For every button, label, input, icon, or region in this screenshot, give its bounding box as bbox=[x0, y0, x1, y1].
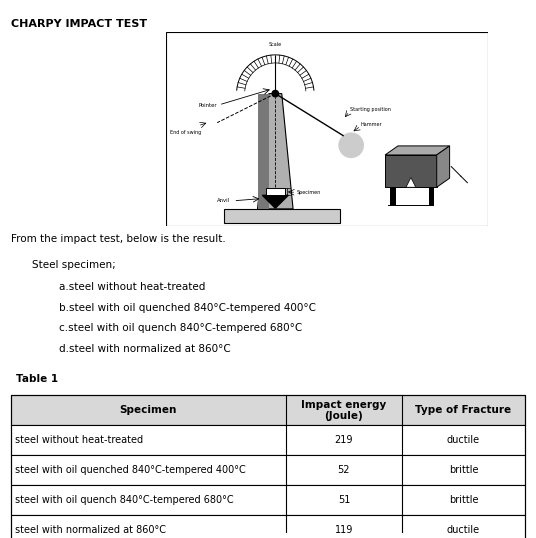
Text: a.steel without heat-treated: a.steel without heat-treated bbox=[59, 282, 205, 293]
Polygon shape bbox=[258, 94, 293, 209]
Text: brittle: brittle bbox=[449, 495, 478, 505]
Polygon shape bbox=[385, 155, 437, 187]
Polygon shape bbox=[406, 178, 416, 187]
Text: steel with normalized at 860°C: steel with normalized at 860°C bbox=[15, 525, 166, 535]
Text: steel with oil quench 840°C-tempered 680°C: steel with oil quench 840°C-tempered 680… bbox=[15, 495, 234, 505]
Bar bbox=[11, 515, 525, 538]
Text: Anvil: Anvil bbox=[217, 198, 230, 203]
Circle shape bbox=[199, 122, 219, 143]
Text: steel with oil quenched 840°C-tempered 400°C: steel with oil quenched 840°C-tempered 4… bbox=[15, 465, 245, 475]
Text: Impact energy
(Joule): Impact energy (Joule) bbox=[301, 400, 386, 421]
Polygon shape bbox=[385, 146, 450, 155]
Polygon shape bbox=[437, 146, 450, 187]
Text: 219: 219 bbox=[334, 435, 353, 445]
Text: Starting position: Starting position bbox=[349, 108, 390, 112]
Text: b.steel with oil quenched 840°C-tempered 400°C: b.steel with oil quenched 840°C-tempered… bbox=[59, 303, 316, 313]
Text: Hammer: Hammer bbox=[361, 122, 383, 127]
Text: c.steel with oil quench 840°C-tempered 680°C: c.steel with oil quench 840°C-tempered 6… bbox=[59, 323, 302, 334]
Text: Type of Fracture: Type of Fracture bbox=[415, 405, 511, 415]
Text: From the impact test, below is the result.: From the impact test, below is the resul… bbox=[11, 234, 226, 244]
Text: Specimen: Specimen bbox=[120, 405, 177, 415]
Text: Table 1: Table 1 bbox=[16, 373, 58, 384]
Text: CHARPY IMPACT TEST: CHARPY IMPACT TEST bbox=[11, 19, 147, 29]
Text: Scale: Scale bbox=[269, 42, 282, 47]
Text: ductile: ductile bbox=[447, 525, 480, 535]
Text: 119: 119 bbox=[334, 525, 353, 535]
Polygon shape bbox=[258, 94, 269, 209]
Circle shape bbox=[339, 133, 363, 158]
Polygon shape bbox=[263, 195, 288, 208]
Text: steel without heat-treated: steel without heat-treated bbox=[15, 435, 143, 445]
Bar bbox=[266, 188, 285, 195]
Text: Pointer: Pointer bbox=[198, 103, 217, 108]
Text: Steel specimen;: Steel specimen; bbox=[32, 260, 116, 270]
Bar bbox=[11, 485, 525, 515]
Text: 52: 52 bbox=[338, 465, 350, 475]
Bar bbox=[224, 209, 340, 223]
Bar bbox=[11, 455, 525, 485]
Bar bbox=[429, 187, 435, 205]
Bar bbox=[11, 425, 525, 455]
Text: Specimen: Specimen bbox=[296, 190, 321, 195]
Bar bbox=[11, 395, 525, 425]
Text: d.steel with normalized at 860°C: d.steel with normalized at 860°C bbox=[59, 344, 230, 354]
Text: End of swing: End of swing bbox=[170, 130, 202, 135]
Text: 51: 51 bbox=[338, 495, 350, 505]
Text: ductile: ductile bbox=[447, 435, 480, 445]
Text: brittle: brittle bbox=[449, 465, 478, 475]
Bar bbox=[390, 187, 396, 205]
Circle shape bbox=[272, 90, 279, 97]
